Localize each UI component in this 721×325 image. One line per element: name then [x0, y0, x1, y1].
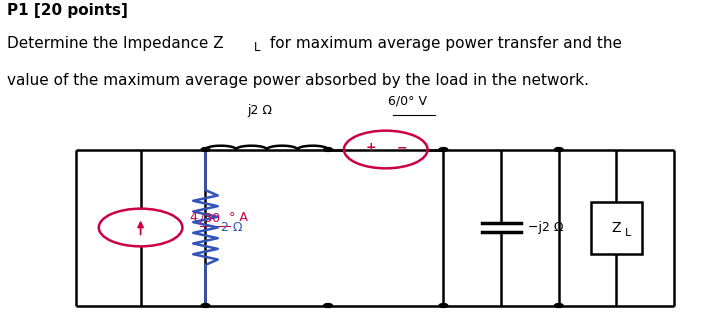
Text: j2 Ω: j2 Ω: [247, 104, 272, 117]
Text: L: L: [625, 228, 631, 238]
Text: ° A: ° A: [229, 211, 248, 224]
Text: 6/0° V: 6/0° V: [388, 94, 427, 107]
Circle shape: [554, 148, 563, 151]
Circle shape: [324, 148, 332, 151]
Circle shape: [439, 304, 448, 307]
Text: Z: Z: [611, 220, 622, 235]
Circle shape: [439, 148, 448, 151]
Text: −j2 Ω: −j2 Ω: [528, 221, 563, 234]
Circle shape: [554, 304, 563, 307]
Text: Determine the Impedance Z: Determine the Impedance Z: [7, 36, 224, 51]
Circle shape: [201, 148, 210, 151]
Text: P1 [20 points]: P1 [20 points]: [7, 3, 128, 18]
Text: value of the maximum average power absorbed by the load in the network.: value of the maximum average power absor…: [7, 73, 589, 88]
Circle shape: [324, 304, 332, 307]
Circle shape: [201, 304, 210, 307]
Text: −: −: [397, 141, 407, 154]
Text: /30: /30: [200, 211, 221, 224]
Text: 4: 4: [190, 211, 198, 224]
Text: for maximum average power transfer and the: for maximum average power transfer and t…: [265, 36, 622, 51]
Text: L: L: [254, 41, 260, 54]
Bar: [591, 202, 642, 254]
Text: +: +: [366, 141, 376, 154]
Text: 2 Ω: 2 Ω: [221, 221, 243, 234]
